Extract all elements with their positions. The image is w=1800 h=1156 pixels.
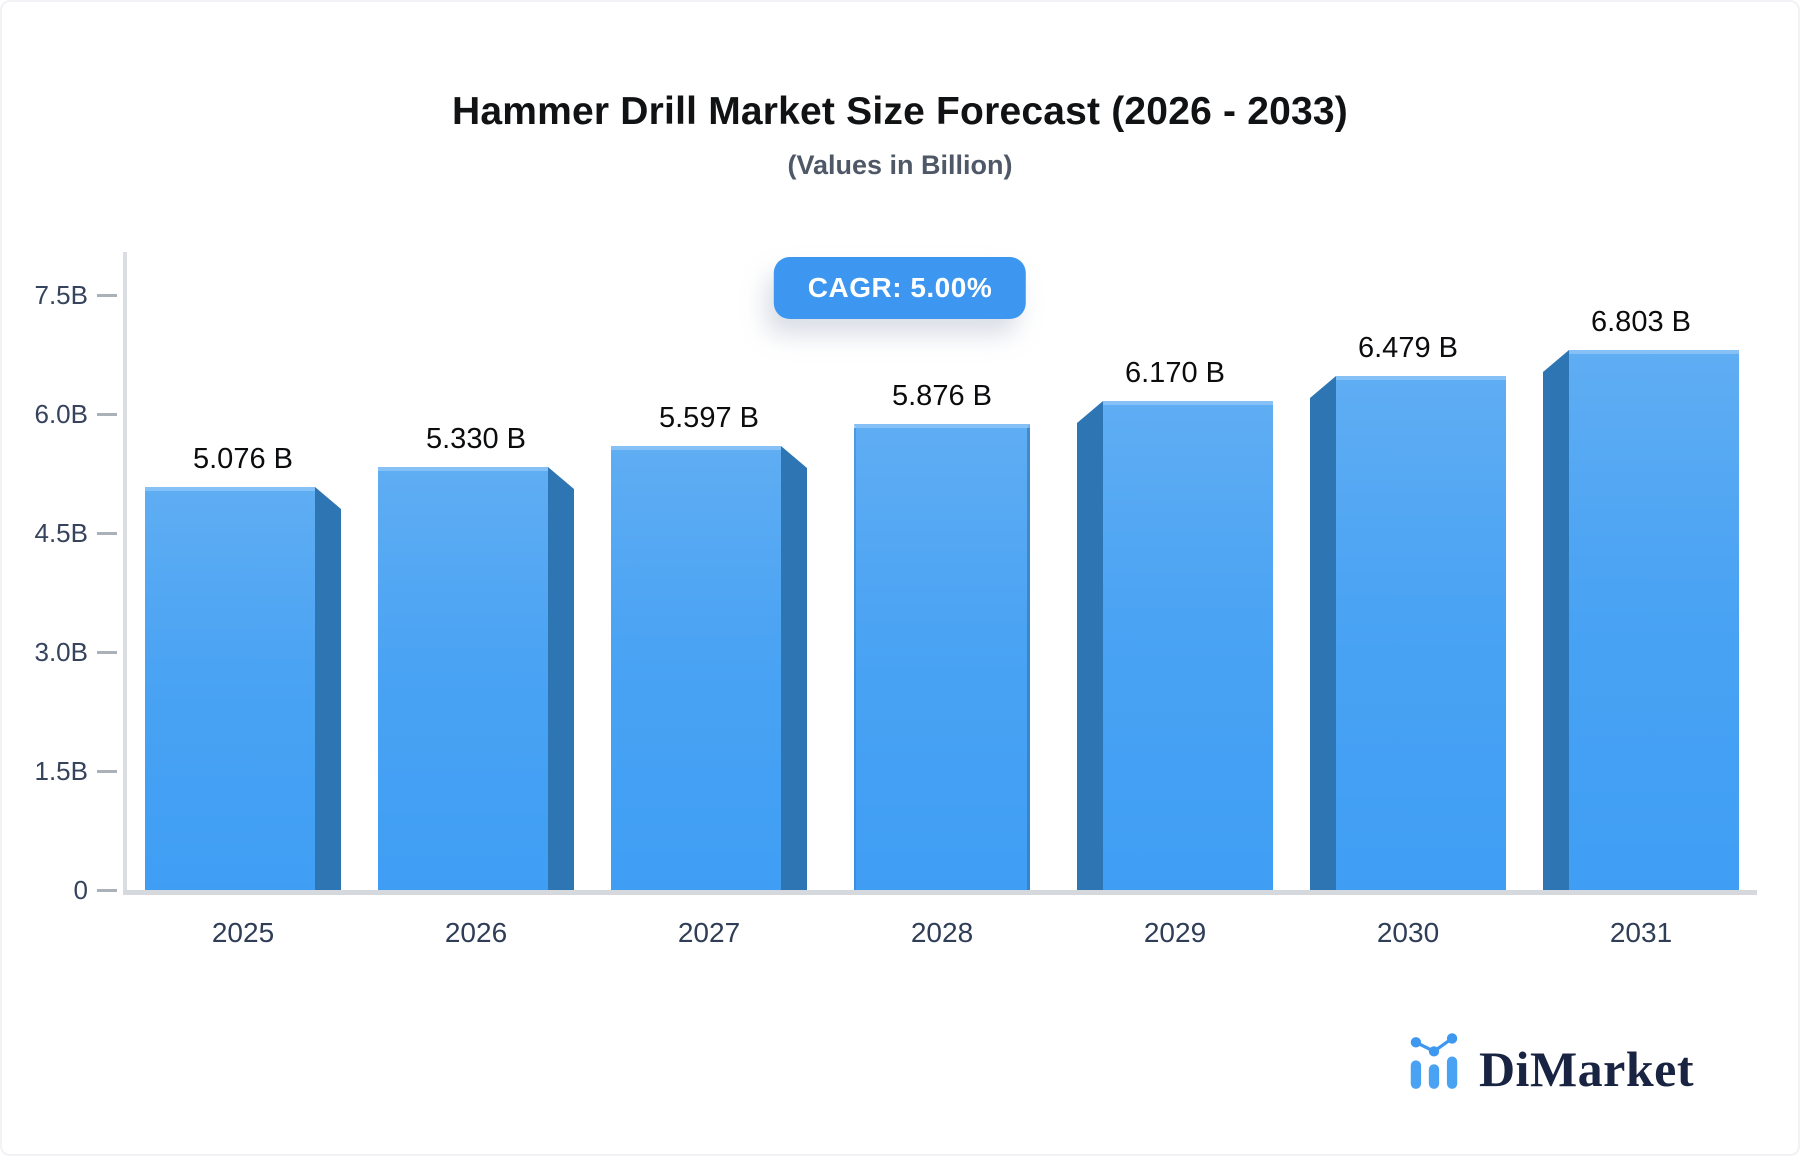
cagr-badge: CAGR: 5.00% (773, 257, 1027, 319)
y-tick-mark (97, 294, 117, 297)
bar-face (378, 467, 548, 890)
chart-title: Hammer Drill Market Size Forecast (2026 … (452, 90, 1348, 133)
y-tick-label: 6.0B (34, 399, 89, 429)
bar-face (611, 446, 781, 890)
x-tick-label-2029: 2029 (1143, 917, 1207, 948)
dimarket-logo-text: DiMarket (1478, 1041, 1694, 1097)
bar-2028: 5.876 B (854, 380, 1030, 890)
mini-bar-chart-with-trend-dots-icon (1410, 1033, 1458, 1089)
y-tick-mark (97, 651, 117, 654)
bar-face (145, 487, 315, 890)
x-tick-label-2030: 2030 (1376, 917, 1440, 948)
bar-value-label: 6.479 B (1358, 332, 1458, 364)
bar-face (854, 424, 1030, 890)
bar-face (1336, 376, 1506, 890)
dimarket-logo: DiMarket (1403, 1032, 1694, 1094)
x-tick-label-2028: 2028 (910, 917, 974, 948)
bar-2029: 6.170 B (1077, 357, 1273, 890)
bar-value-label: 5.876 B (892, 380, 992, 412)
y-axis-line (123, 252, 127, 895)
bar-side-3d (1543, 350, 1569, 890)
y-tick-mark (97, 532, 117, 535)
bar-2030: 6.479 B (1310, 332, 1506, 890)
y-tick-label: 0 (73, 875, 88, 905)
bar-side-3d (781, 446, 807, 890)
bar-value-label: 5.597 B (659, 402, 759, 434)
y-tick-label: 1.5B (34, 756, 89, 786)
bar-side-3d (1077, 401, 1103, 890)
x-tick-label-2031: 2031 (1609, 917, 1673, 948)
y-tick-label: 3.0B (34, 637, 89, 667)
x-tick-label-2027: 2027 (677, 917, 741, 948)
bar-2031: 6.803 B (1543, 306, 1739, 890)
y-tick-label: 7.5B (34, 280, 89, 310)
x-axis-baseline (123, 890, 1757, 895)
bar-value-label: 6.803 B (1591, 306, 1691, 338)
bar-face (1103, 401, 1273, 890)
chart-subtitle: (Values in Billion) (787, 150, 1013, 180)
bar-value-label: 5.076 B (193, 443, 293, 475)
bar-side-3d (315, 487, 341, 890)
bar-face (1569, 350, 1739, 890)
y-tick-mark (97, 889, 117, 892)
bar-side-3d (548, 467, 574, 890)
chart-header: Hammer Drill Market Size Forecast (2026 … (2, 2, 1798, 181)
bar-2025: 5.076 B (145, 443, 341, 890)
y-tick-mark (97, 413, 117, 416)
bar-2027: 5.597 B (611, 402, 807, 890)
y-tick-mark (97, 770, 117, 773)
y-tick-label: 4.5B (34, 518, 89, 548)
bar-side-3d (1310, 376, 1336, 890)
x-tick-label-2025: 2025 (211, 917, 275, 948)
bar-value-label: 6.170 B (1125, 357, 1225, 389)
bar-2026: 5.330 B (378, 423, 574, 890)
x-tick-label-2026: 2026 (444, 917, 508, 948)
bar-value-label: 5.330 B (426, 423, 526, 455)
